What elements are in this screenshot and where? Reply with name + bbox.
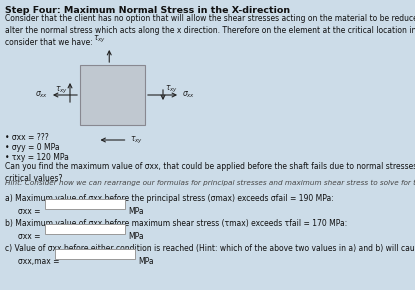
Text: Consider that the client has no option that will allow the shear stresses acting: Consider that the client has no option t… xyxy=(5,14,415,47)
Text: $\sigma_{xx}$: $\sigma_{xx}$ xyxy=(182,90,195,100)
Text: Can you find the maximum value of σxx, that could be applied before the shaft fa: Can you find the maximum value of σxx, t… xyxy=(5,162,415,183)
Text: • σyy = 0 MPa: • σyy = 0 MPa xyxy=(5,143,60,152)
Bar xyxy=(45,199,125,209)
Text: • σxx = ???: • σxx = ??? xyxy=(5,133,49,142)
Text: MPa: MPa xyxy=(128,232,144,241)
Text: • τxy = 120 MPa: • τxy = 120 MPa xyxy=(5,153,69,162)
Bar xyxy=(80,65,145,125)
Text: MPa: MPa xyxy=(138,257,154,266)
Text: Step Four: Maximum Normal Stress in the X-direction: Step Four: Maximum Normal Stress in the … xyxy=(5,6,290,15)
Text: $\tau_{xy}$: $\tau_{xy}$ xyxy=(55,84,68,95)
Text: $\tau_{xy}$: $\tau_{xy}$ xyxy=(129,135,142,146)
Text: a) Maximum value of σxx before the principal stress (σmax) exceeds σfail = 190 M: a) Maximum value of σxx before the princ… xyxy=(5,194,334,203)
Text: σxx,max =: σxx,max = xyxy=(18,257,59,266)
Text: $\tau_{xy}$: $\tau_{xy}$ xyxy=(165,84,178,95)
Bar xyxy=(55,249,135,259)
Text: σxx =: σxx = xyxy=(18,232,41,241)
Text: c) Value of σxx before either condition is reached (Hint: which of the above two: c) Value of σxx before either condition … xyxy=(5,244,415,253)
Text: $\sigma_{xx}$: $\sigma_{xx}$ xyxy=(35,90,48,100)
Text: $\tau_{xy}$: $\tau_{xy}$ xyxy=(93,34,106,45)
Text: b) Maximum value of σxx before maximum shear stress (τmax) exceeds τfail = 170 M: b) Maximum value of σxx before maximum s… xyxy=(5,219,347,228)
Text: Hint: Consider how we can rearrange our formulas for principal stresses and maxi: Hint: Consider how we can rearrange our … xyxy=(5,180,415,186)
Text: σxx =: σxx = xyxy=(18,207,41,216)
Text: MPa: MPa xyxy=(128,207,144,216)
Bar xyxy=(45,224,125,234)
